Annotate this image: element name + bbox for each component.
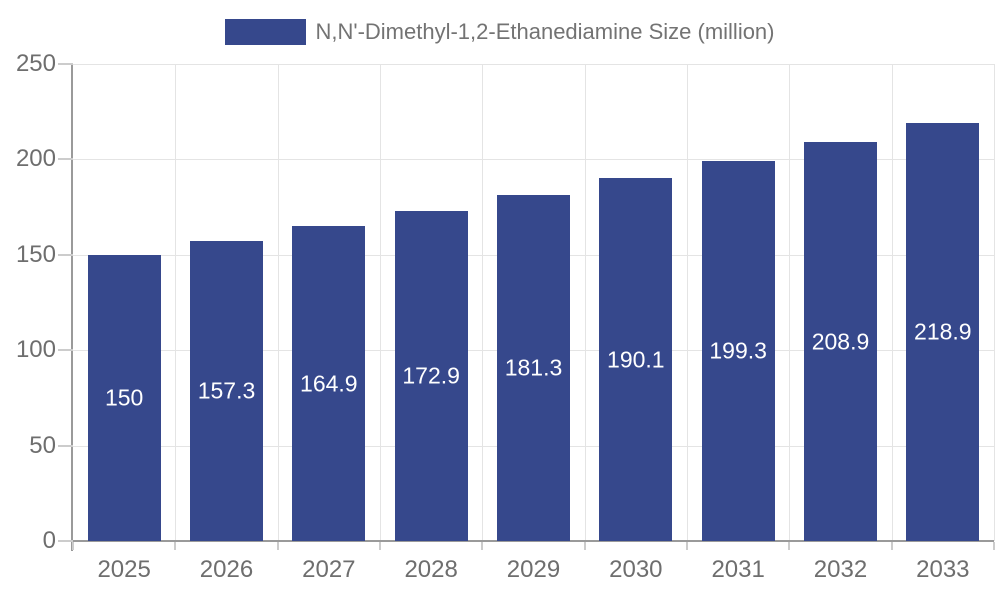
x-tick-label: 2026 [199, 556, 254, 583]
x-tick-mark [379, 542, 381, 550]
gridline-vertical [789, 64, 791, 541]
bar-2026 [190, 240, 263, 541]
gridline-vertical [482, 64, 484, 541]
bar-value-label: 157.3 [197, 377, 256, 404]
x-tick-mark [481, 542, 484, 550]
y-tick-label: 200 [15, 145, 56, 173]
x-tick-label: 2028 [404, 556, 458, 583]
plot-right-border [994, 64, 995, 541]
gridline-vertical [891, 64, 893, 541]
bar-value-label: 218.9 [914, 318, 972, 345]
y-tick-mark [58, 158, 73, 161]
y-tick-label: 0 [42, 527, 56, 554]
x-tick-mark [72, 542, 74, 550]
bar-2032 [804, 142, 877, 541]
x-tick-label: 2032 [813, 556, 868, 583]
gridline-vertical [687, 64, 688, 541]
gridline-horizontal [73, 64, 994, 65]
gridline-vertical [175, 64, 177, 541]
gridline-vertical [277, 64, 279, 541]
y-tick-label: 250 [15, 50, 56, 77]
x-tick-mark [993, 542, 995, 550]
y-tick-mark [58, 63, 73, 65]
x-tick-mark [788, 542, 791, 550]
x-tick-label: 2027 [302, 556, 356, 583]
bar-value-label: 190.1 [607, 346, 665, 373]
legend-label: N,N'-Dimethyl-1,2-Ethanediamine Size (mi… [315, 19, 775, 44]
bar-2027 [292, 226, 366, 541]
gridline-vertical [380, 64, 381, 541]
bar-value-label: 181.3 [504, 354, 563, 381]
x-tick-label: 2030 [609, 556, 663, 583]
bar-value-label: 164.9 [300, 370, 358, 397]
bar-2030 [599, 178, 673, 541]
gridline-vertical [584, 64, 586, 541]
y-tick-label: 150 [15, 240, 56, 268]
x-tick-label: 2031 [711, 556, 765, 583]
legend-swatch-icon [225, 19, 307, 45]
bar-2025 [87, 254, 161, 541]
bar-value-label: 172.9 [402, 362, 460, 389]
bar-2031 [701, 160, 775, 541]
y-tick-mark [58, 253, 73, 256]
bar-2028 [394, 211, 468, 541]
bar-value-label: 199.3 [709, 337, 767, 364]
x-tick-mark [174, 542, 177, 550]
x-tick-mark [686, 542, 688, 550]
y-tick-mark [58, 540, 73, 542]
x-tick-mark [890, 542, 893, 550]
bar-value-label: 208.9 [811, 328, 870, 355]
x-tick-mark [583, 542, 586, 550]
x-tick-label: 2025 [97, 556, 151, 583]
x-axis-line [71, 540, 994, 542]
y-axis-line [71, 64, 73, 551]
bar-2033 [906, 123, 980, 541]
x-tick-label: 2029 [506, 556, 561, 583]
x-tick-label: 2033 [916, 556, 970, 583]
y-tick-label: 50 [29, 431, 56, 459]
bar-value-label: 150 [104, 384, 144, 411]
y-tick-label: 100 [15, 336, 56, 364]
y-tick-mark [58, 444, 73, 447]
gridline-horizontal [73, 159, 994, 161]
bar-2029 [497, 195, 570, 541]
x-tick-mark [276, 542, 279, 550]
y-tick-mark [58, 349, 73, 352]
legend-item[interactable]: N,N'-Dimethyl-1,2-Ethanediamine Size (mi… [0, 18, 1000, 46]
